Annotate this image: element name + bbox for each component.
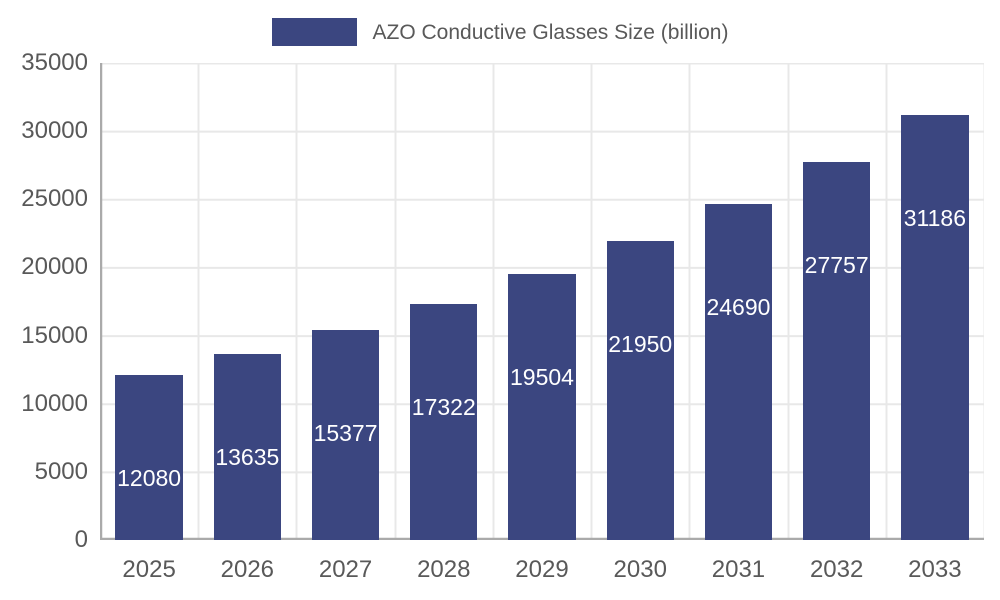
bar[interactable] — [311, 330, 380, 540]
y-axis-tick-label: 30000 — [21, 117, 88, 145]
bar[interactable] — [901, 114, 969, 540]
x-axis-tick-label: 2025 — [122, 556, 176, 583]
x-axis-tick-label: 2032 — [809, 556, 864, 583]
y-axis-tick-label: 25000 — [21, 185, 88, 213]
bar-value-label: 21950 — [608, 330, 673, 357]
bar-value-label: 12080 — [117, 465, 182, 492]
x-axis-tick-label: 2027 — [318, 556, 373, 583]
legend-item-label: AZO Conductive Glasses Size (billion) — [372, 20, 729, 44]
bar[interactable] — [115, 375, 183, 540]
x-axis-tick-label: 2030 — [613, 556, 667, 583]
x-axis-tick-label: 2033 — [908, 556, 962, 583]
legend-swatch-icon — [271, 18, 357, 46]
y-axis-tick-labels: 0 5000 10000 15000 20000 25000 30000 35000 — [0, 51, 88, 552]
bar[interactable] — [606, 240, 674, 540]
legend-item-azo-conductive-glasses-size[interactable]: AZO Conductive Glasses Size (billion) — [271, 18, 729, 46]
x-axis-tick-labels: 2025 2026 2027 2028 2029 2030 2031 2032 2033 — [100, 548, 984, 592]
bar-value-label: 24690 — [706, 293, 771, 320]
x-axis-tick-label: 2028 — [417, 556, 471, 583]
chart-legend: AZO Conductive Glasses Size (billion) — [0, 12, 1000, 52]
x-axis-tick-label: 2026 — [220, 556, 275, 583]
x-axis-tick-label: 2031 — [711, 556, 766, 583]
bar-value-label: 27757 — [804, 251, 869, 278]
bar-value-label: 17322 — [411, 393, 476, 420]
bar[interactable] — [704, 203, 773, 540]
y-axis-tick-label: 15000 — [21, 321, 88, 349]
y-axis-tick-label: 5000 — [34, 457, 88, 485]
bar[interactable] — [508, 274, 576, 540]
y-axis-tick-label: 35000 — [21, 49, 88, 76]
bar-value-label: 13635 — [215, 444, 280, 471]
bar-value-label: 15377 — [313, 420, 378, 447]
bar[interactable] — [803, 161, 871, 540]
bar[interactable] — [213, 354, 281, 540]
x-axis-tick-label: 2029 — [515, 556, 569, 583]
bar-value-label: 31186 — [903, 204, 967, 231]
bars-layer: 12080 13635 15377 17322 19504 21950 24690 27757… — [100, 63, 984, 540]
bar-value-label: 19504 — [510, 364, 574, 391]
y-axis-tick-label: 10000 — [21, 389, 88, 417]
bar[interactable] — [410, 303, 478, 540]
y-axis-tick-label: 20000 — [21, 253, 88, 281]
y-axis-tick-label: 0 — [74, 526, 88, 553]
